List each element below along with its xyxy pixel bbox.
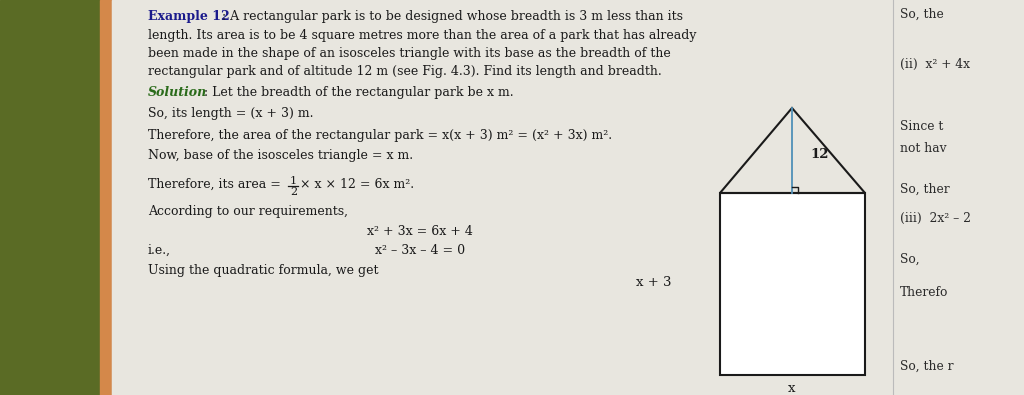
Text: So, the r: So, the r <box>900 360 953 373</box>
Text: So, ther: So, ther <box>900 183 949 196</box>
Text: Solution: Solution <box>148 86 207 99</box>
Text: So,: So, <box>900 253 920 266</box>
Text: 1: 1 <box>290 176 297 186</box>
Text: : Let the breadth of the rectangular park be x m.: : Let the breadth of the rectangular par… <box>200 86 514 99</box>
Text: 2: 2 <box>290 187 297 197</box>
Text: Using the quadratic formula, we get: Using the quadratic formula, we get <box>148 264 379 277</box>
Text: (ii)  x² + 4x: (ii) x² + 4x <box>900 58 970 71</box>
Text: So, the: So, the <box>900 8 944 21</box>
Bar <box>112 0 130 395</box>
Text: Therefore, the area of the rectangular park = x(x + 3) m² = (x² + 3x) m².: Therefore, the area of the rectangular p… <box>148 129 612 142</box>
Text: i.e.,: i.e., <box>148 243 171 256</box>
Bar <box>0 0 100 395</box>
Text: been made in the shape of an isosceles triangle with its base as the breadth of : been made in the shape of an isosceles t… <box>148 47 671 60</box>
Text: 12: 12 <box>810 149 828 162</box>
Text: x: x <box>788 382 796 395</box>
Text: According to our requirements,: According to our requirements, <box>148 205 348 218</box>
Text: Example 12: Example 12 <box>148 10 229 23</box>
Text: Now, base of the isosceles triangle = x m.: Now, base of the isosceles triangle = x … <box>148 149 413 162</box>
Text: So, its length = (x + 3) m.: So, its length = (x + 3) m. <box>148 107 313 120</box>
Text: rectangular park and of altitude 12 m (see Fig. 4.3). Find its length and breadt: rectangular park and of altitude 12 m (s… <box>148 66 662 79</box>
Bar <box>100 0 112 395</box>
Text: x² + 3x = 6x + 4: x² + 3x = 6x + 4 <box>367 225 473 238</box>
Text: not hav: not hav <box>900 142 946 155</box>
Text: : A rectangular park is to be designed whose breadth is 3 m less than its: : A rectangular park is to be designed w… <box>218 10 683 23</box>
Text: x² – 3x – 4 = 0: x² – 3x – 4 = 0 <box>375 243 465 256</box>
Text: (iii)  2x² – 2: (iii) 2x² – 2 <box>900 212 971 225</box>
Text: Therefore, its area =: Therefore, its area = <box>148 178 285 191</box>
Text: Therefo: Therefo <box>900 286 948 299</box>
Bar <box>112 0 1024 395</box>
Bar <box>720 193 865 375</box>
Text: length. Its area is to be 4 square metres more than the area of a park that has : length. Its area is to be 4 square metre… <box>148 28 696 41</box>
Text: x + 3: x + 3 <box>637 276 672 290</box>
Text: × x × 12 = 6x m².: × x × 12 = 6x m². <box>300 178 414 191</box>
Text: Since t: Since t <box>900 120 943 133</box>
